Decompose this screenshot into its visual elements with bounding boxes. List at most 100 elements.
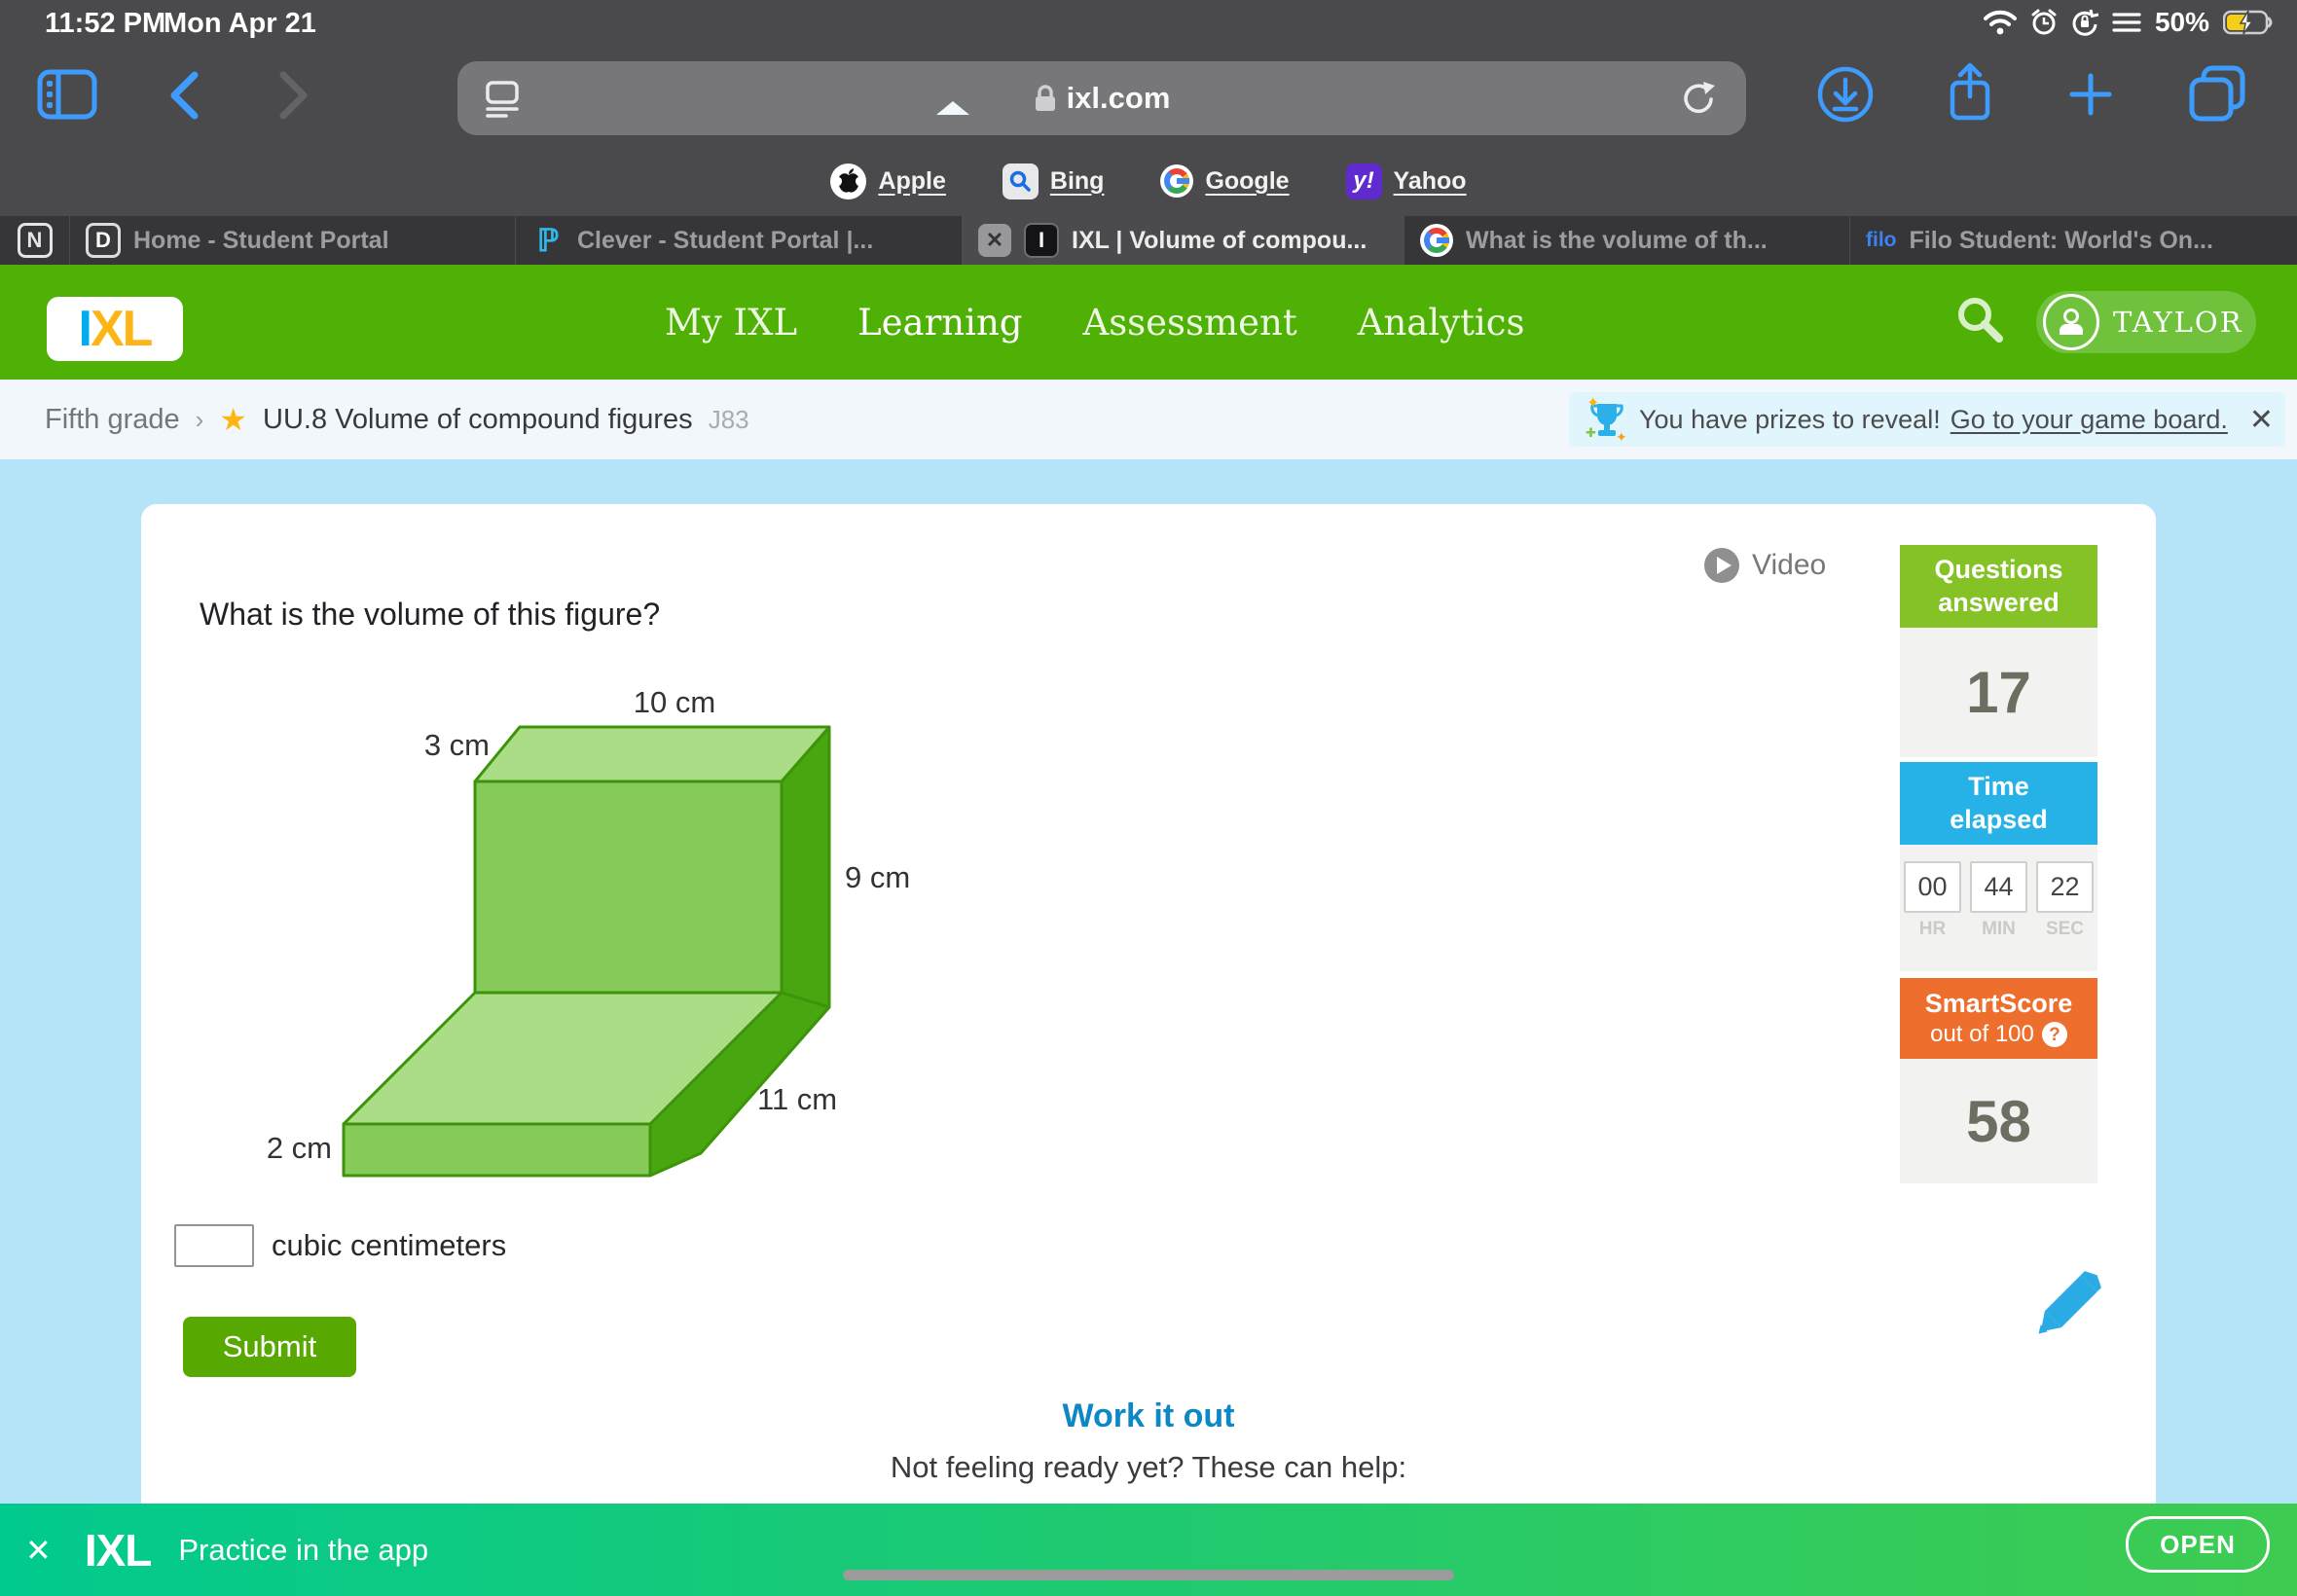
figure-front-upper bbox=[473, 780, 784, 995]
favorite-label: Apple bbox=[878, 166, 946, 195]
tab-google-search[interactable]: What is the volume of th... bbox=[1404, 216, 1850, 265]
figure-top-upper bbox=[473, 725, 831, 783]
open-app-button[interactable]: OPEN bbox=[2126, 1516, 2270, 1573]
breadcrumb-skill[interactable]: UU.8 Volume of compound figures bbox=[263, 403, 693, 435]
hr-label: HR bbox=[1918, 919, 1947, 939]
question-card: Video What is the volume of this figure?… bbox=[141, 504, 2156, 1596]
favorite-bing[interactable]: Bing bbox=[1002, 163, 1105, 200]
app-banner-text: Practice in the app bbox=[178, 1532, 429, 1567]
wifi-icon bbox=[1983, 10, 2017, 35]
close-banner-icon[interactable]: ✕ bbox=[2248, 403, 2275, 436]
nav-learning[interactable]: Learning bbox=[857, 301, 1023, 344]
stats-panel: Questions answered 17 Time elapsed 00 44… bbox=[1900, 545, 2097, 1183]
reader-icon[interactable] bbox=[483, 81, 522, 118]
tab-home-student-portal[interactable]: D Home - Student Portal bbox=[70, 216, 516, 265]
search-icon[interactable] bbox=[1954, 294, 2005, 345]
apple-icon bbox=[830, 163, 867, 200]
questions-answered-value: 17 bbox=[1900, 628, 2097, 757]
filo-favicon: filo bbox=[1866, 229, 1897, 251]
main-nav: My IXL Learning Assessment Analytics bbox=[665, 265, 1524, 380]
user-menu[interactable]: TAYLOR bbox=[2036, 291, 2256, 353]
active-nav-notch bbox=[936, 101, 969, 115]
play-icon bbox=[1703, 547, 1740, 584]
forward-button-icon[interactable] bbox=[277, 71, 310, 120]
figure-front-base bbox=[342, 1122, 652, 1178]
nav-analytics[interactable]: Analytics bbox=[1357, 301, 1525, 344]
close-app-banner-icon[interactable]: ✕ bbox=[25, 1532, 52, 1568]
close-tab-icon[interactable]: ✕ bbox=[978, 224, 1011, 257]
safari-toolbar: ixl.com bbox=[0, 44, 2297, 146]
status-bar: 11:52 PM Mon Apr 21 50% bbox=[0, 0, 2297, 44]
reload-icon[interactable] bbox=[1680, 81, 1717, 118]
tab-n[interactable]: N bbox=[0, 216, 70, 265]
tab-bar: N D Home - Student Portal ℙ Clever - Stu… bbox=[0, 216, 2297, 265]
star-icon[interactable]: ★ bbox=[219, 402, 247, 437]
tab-title: Home - Student Portal bbox=[133, 226, 389, 254]
avatar bbox=[2043, 294, 2099, 350]
tab-title: Filo Student: World's On... bbox=[1909, 226, 2213, 254]
n-favicon: N bbox=[17, 223, 53, 258]
game-board-link[interactable]: Go to your game board. bbox=[1950, 404, 2228, 434]
ixl-header: I XL My IXL Learning Assessment Analytics… bbox=[0, 265, 2297, 380]
favorite-apple[interactable]: Apple bbox=[830, 163, 946, 200]
share-icon[interactable] bbox=[1947, 61, 1993, 124]
favorite-label: Yahoo bbox=[1393, 166, 1467, 195]
breadcrumb-grade[interactable]: Fifth grade bbox=[45, 403, 180, 435]
video-link[interactable]: Video bbox=[1703, 547, 1826, 584]
address-bar[interactable]: ixl.com bbox=[457, 61, 1746, 135]
bing-icon bbox=[1002, 163, 1039, 200]
orientation-lock-icon bbox=[2071, 9, 2098, 36]
prize-message: You have prizes to reveal! bbox=[1639, 404, 1941, 434]
unit-label: cubic centimeters bbox=[272, 1228, 507, 1262]
app-banner: ✕ IXL Practice in the app OPEN bbox=[0, 1504, 2297, 1596]
smartscore-help-icon[interactable]: ? bbox=[2041, 1022, 2067, 1048]
answer-input[interactable] bbox=[174, 1224, 254, 1267]
username: TAYLOR bbox=[2113, 306, 2243, 339]
favorite-label: Google bbox=[1205, 166, 1290, 195]
yahoo-icon: y! bbox=[1345, 163, 1382, 200]
answer-row: cubic centimeters bbox=[174, 1224, 506, 1267]
favorite-label: Bing bbox=[1049, 166, 1105, 195]
tab-ixl-active[interactable]: ✕ I IXL | Volume of compou... bbox=[963, 216, 1404, 265]
min-label: MIN bbox=[1982, 919, 2016, 939]
nav-assessment[interactable]: Assessment bbox=[1082, 301, 1297, 344]
scratchpad-pencil-icon[interactable] bbox=[2022, 1267, 2105, 1351]
home-indicator[interactable] bbox=[843, 1570, 1454, 1580]
favorite-yahoo[interactable]: y! Yahoo bbox=[1345, 163, 1467, 200]
submit-button[interactable]: Submit bbox=[183, 1317, 356, 1377]
ixl-logo[interactable]: I XL bbox=[47, 297, 183, 361]
clever-favicon: ℙ bbox=[536, 223, 560, 258]
d-favicon: D bbox=[86, 223, 121, 258]
timer-minutes: 44 bbox=[1970, 861, 2027, 913]
google-favicon bbox=[1420, 224, 1453, 257]
lock-icon bbox=[1034, 84, 1057, 113]
time-elapsed-block: 00 44 22 HR MIN SEC bbox=[1900, 845, 2097, 971]
chevron-right-icon: › bbox=[195, 404, 204, 434]
tab-filo[interactable]: filo Filo Student: World's On... bbox=[1850, 216, 2297, 265]
dim-top-depth: 3 cm bbox=[424, 728, 490, 762]
dim-base-depth: 11 cm bbox=[757, 1082, 837, 1116]
favorite-google[interactable]: Google bbox=[1160, 164, 1290, 198]
downloads-icon[interactable] bbox=[1816, 65, 1875, 124]
questions-answered-header: Questions answered bbox=[1900, 545, 2097, 628]
alarm-icon bbox=[2030, 9, 2058, 36]
ixl-favicon: I bbox=[1024, 223, 1059, 258]
back-button-icon[interactable] bbox=[167, 71, 201, 120]
new-tab-icon[interactable] bbox=[2069, 73, 2112, 116]
battery-percent: 50% bbox=[2154, 7, 2209, 37]
video-label: Video bbox=[1752, 549, 1827, 581]
time-elapsed-header: Time elapsed bbox=[1900, 762, 2097, 845]
svg-text:✚: ✚ bbox=[1586, 425, 1596, 440]
tab-clever[interactable]: ℙ Clever - Student Portal |... bbox=[516, 216, 963, 265]
status-icons: 50% bbox=[1983, 6, 2274, 39]
help-text: Not feeling ready yet? These can help: bbox=[890, 1450, 1407, 1484]
nav-my-ixl[interactable]: My IXL bbox=[665, 301, 798, 344]
timer-hours: 00 bbox=[1904, 861, 1961, 913]
tabs-overview-icon[interactable] bbox=[2188, 65, 2246, 122]
sidebar-icon[interactable] bbox=[37, 69, 97, 120]
work-it-out-link[interactable]: Work it out bbox=[1062, 1397, 1235, 1434]
sec-label: SEC bbox=[2045, 919, 2085, 939]
google-icon bbox=[1160, 164, 1194, 198]
favorites-bar: Apple Bing Google y! Yahoo bbox=[0, 146, 2297, 216]
